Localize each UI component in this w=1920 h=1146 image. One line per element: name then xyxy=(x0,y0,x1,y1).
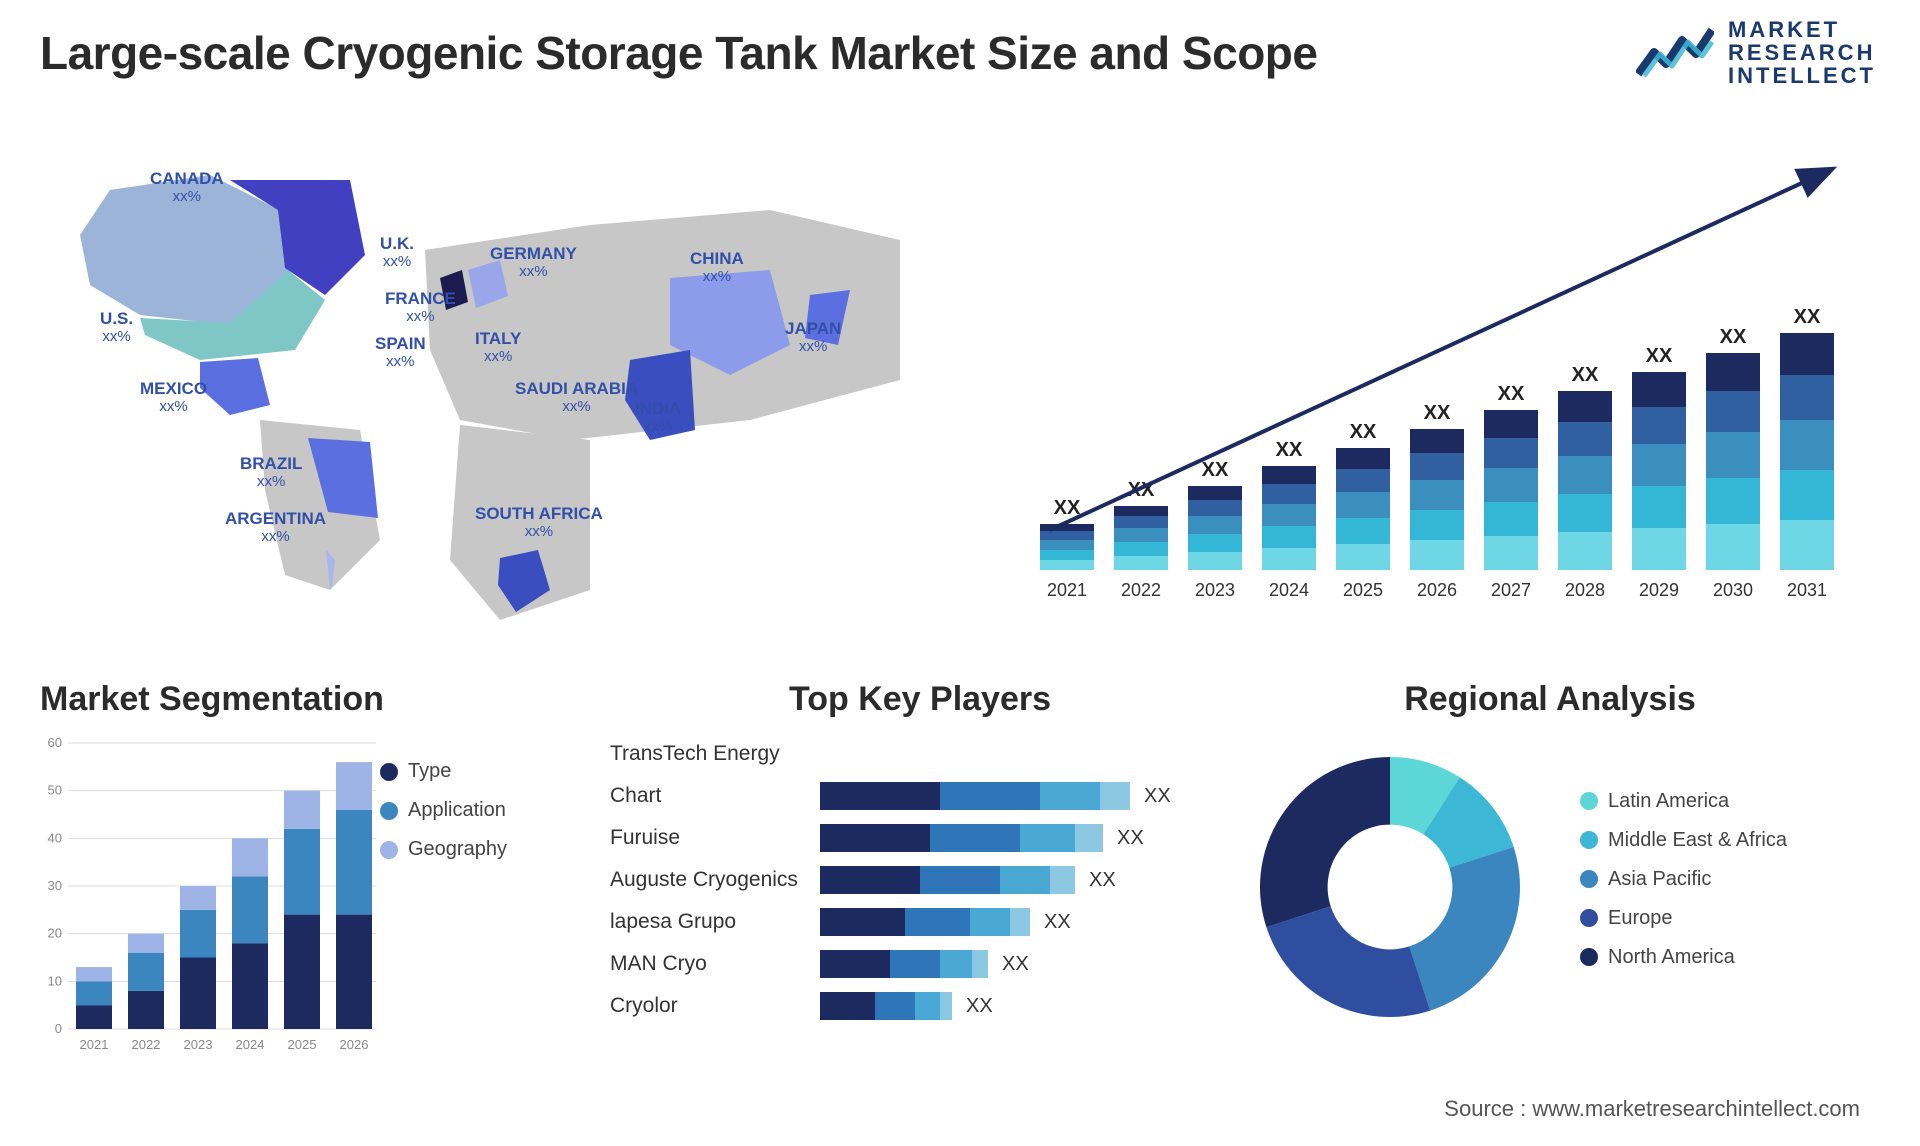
player-value: XX xyxy=(1144,785,1171,808)
svg-text:XX: XX xyxy=(1794,306,1821,328)
map-label: SOUTH AFRICAxx% xyxy=(475,505,603,540)
svg-text:XX: XX xyxy=(1202,459,1229,481)
legend-item: Europe xyxy=(1580,907,1787,930)
svg-text:XX: XX xyxy=(1498,383,1525,405)
logo-line2: RESEARCH xyxy=(1728,41,1876,64)
svg-text:2029: 2029 xyxy=(1639,580,1679,600)
legend-item: Type xyxy=(380,760,507,783)
world-map: CANADAxx% U.S.xx% MEXICOxx% BRAZILxx% ARGENT… xyxy=(30,120,930,640)
legend-item: Geography xyxy=(380,838,507,861)
map-label: U.S.xx% xyxy=(100,310,133,345)
map-label: ITALYxx% xyxy=(475,330,521,365)
player-value: XX xyxy=(966,995,993,1018)
legend-item: Middle East & Africa xyxy=(1580,829,1787,852)
map-label: MEXICOxx% xyxy=(140,380,207,415)
player-name: Auguste Cryogenics xyxy=(610,868,820,892)
player-row: TransTech Energy xyxy=(610,733,1230,775)
logo-line3: INTELLECT xyxy=(1728,64,1876,87)
regional-section: Regional Analysis Latin America Middle Ea… xyxy=(1240,680,1860,1037)
regional-title: Regional Analysis xyxy=(1240,680,1860,719)
player-row: Cryolor XX xyxy=(610,985,1230,1027)
growth-bar-chart: XX 2021 XX 2022 XX 2023 XX 2024 XX 2025 XX 2026 XX 20… xyxy=(1020,150,1860,610)
player-row: lapesa Grupo XX xyxy=(610,901,1230,943)
player-name: Chart xyxy=(610,784,820,808)
player-name: lapesa Grupo xyxy=(610,910,820,934)
legend-item: Latin America xyxy=(1580,790,1787,813)
svg-text:60: 60 xyxy=(48,737,62,750)
players-title: Top Key Players xyxy=(610,680,1230,719)
svg-text:2021: 2021 xyxy=(1047,580,1087,600)
source-attribution: Source : www.marketresearchintellect.com xyxy=(1444,1096,1860,1122)
svg-text:2021: 2021 xyxy=(80,1037,109,1052)
svg-text:2030: 2030 xyxy=(1713,580,1753,600)
svg-text:2026: 2026 xyxy=(340,1037,369,1052)
svg-text:10: 10 xyxy=(48,973,62,988)
player-row: Auguste Cryogenics XX xyxy=(610,859,1230,901)
player-value: XX xyxy=(1117,827,1144,850)
map-label: ARGENTINAxx% xyxy=(225,510,326,545)
svg-text:50: 50 xyxy=(48,783,62,798)
map-label: BRAZILxx% xyxy=(240,455,302,490)
players-section: Top Key Players TransTech EnergyChartXXF… xyxy=(610,680,1230,1027)
map-label: SAUDI ARABIAxx% xyxy=(515,380,638,415)
svg-text:2031: 2031 xyxy=(1787,580,1827,600)
player-name: MAN Cryo xyxy=(610,952,820,976)
map-label: JAPANxx% xyxy=(785,320,841,355)
map-label: GERMANYxx% xyxy=(490,245,577,280)
svg-text:XX: XX xyxy=(1424,402,1451,424)
logo-line1: MARKET xyxy=(1728,18,1876,41)
svg-text:XX: XX xyxy=(1720,326,1747,348)
svg-text:2024: 2024 xyxy=(1269,580,1309,600)
player-row: Furuise XX xyxy=(610,817,1230,859)
player-row: Chart XX xyxy=(610,775,1230,817)
player-name: Furuise xyxy=(610,826,820,850)
svg-text:2026: 2026 xyxy=(1417,580,1457,600)
svg-text:30: 30 xyxy=(48,878,62,893)
svg-text:2024: 2024 xyxy=(236,1037,265,1052)
brand-logo: MARKET RESEARCH INTELLECT xyxy=(1636,18,1876,87)
player-name: Cryolor xyxy=(610,994,820,1018)
legend-item: Asia Pacific xyxy=(1580,868,1787,891)
svg-text:2027: 2027 xyxy=(1491,580,1531,600)
svg-text:XX: XX xyxy=(1646,345,1673,367)
svg-text:0: 0 xyxy=(55,1021,62,1036)
svg-text:2028: 2028 xyxy=(1565,580,1605,600)
svg-text:2022: 2022 xyxy=(1121,580,1161,600)
segmentation-legend: Type Application Geography xyxy=(380,760,507,877)
svg-text:2023: 2023 xyxy=(1195,580,1235,600)
logo-icon xyxy=(1636,24,1714,82)
legend-item: Application xyxy=(380,799,507,822)
segmentation-section: Market Segmentation 0 10 20 30 40 50 60 2021 202… xyxy=(40,680,600,1057)
map-label: CHINAxx% xyxy=(690,250,744,285)
svg-text:XX: XX xyxy=(1572,364,1599,386)
legend-item: North America xyxy=(1580,946,1787,969)
svg-text:2025: 2025 xyxy=(288,1037,317,1052)
map-label: U.K.xx% xyxy=(380,235,414,270)
player-value: XX xyxy=(1044,911,1071,934)
map-label: INDIAxx% xyxy=(635,400,681,435)
svg-text:20: 20 xyxy=(48,926,62,941)
map-label: SPAINxx% xyxy=(375,335,426,370)
page-title: Large-scale Cryogenic Storage Tank Marke… xyxy=(40,26,1317,80)
player-value: XX xyxy=(1002,953,1029,976)
svg-text:XX: XX xyxy=(1350,421,1377,443)
map-label: CANADAxx% xyxy=(150,170,224,205)
svg-text:2025: 2025 xyxy=(1343,580,1383,600)
segmentation-title: Market Segmentation xyxy=(40,680,600,719)
map-label: FRANCExx% xyxy=(385,290,456,325)
player-value: XX xyxy=(1089,869,1116,892)
svg-text:2022: 2022 xyxy=(132,1037,161,1052)
regional-donut xyxy=(1240,737,1540,1037)
regional-legend: Latin America Middle East & Africa Asia Pa… xyxy=(1580,790,1787,985)
player-name: TransTech Energy xyxy=(610,742,820,766)
player-row: MAN Cryo XX xyxy=(610,943,1230,985)
svg-text:XX: XX xyxy=(1276,439,1303,461)
svg-text:40: 40 xyxy=(48,830,62,845)
svg-text:2023: 2023 xyxy=(184,1037,213,1052)
